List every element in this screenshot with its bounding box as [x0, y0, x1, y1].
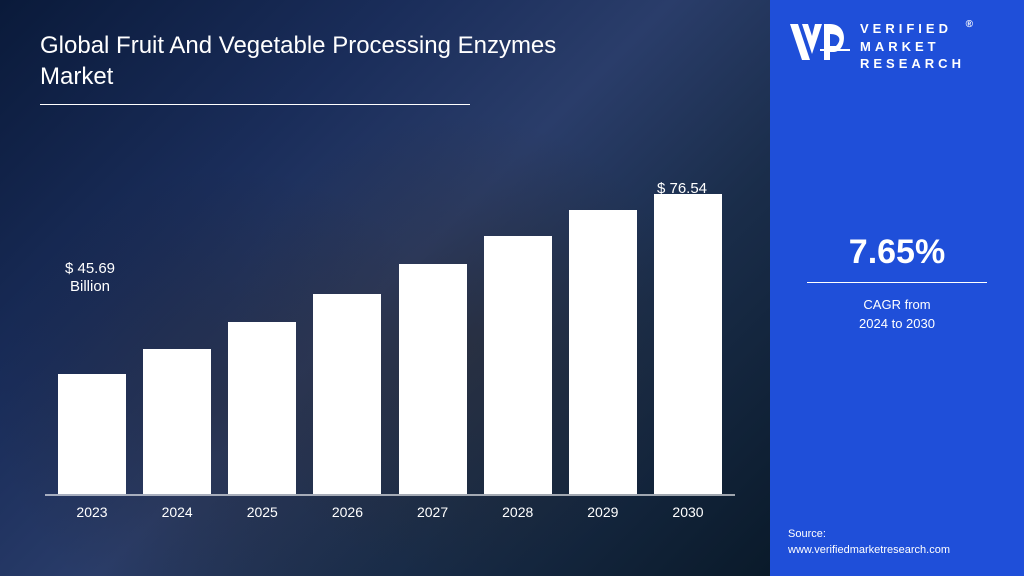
bar-group — [396, 264, 470, 494]
cagr-value: 7.65% — [788, 233, 1006, 272]
value-label-first: $ 45.69 Billion — [45, 260, 135, 296]
source-label: Source: — [788, 527, 950, 542]
registered-mark: ® — [966, 18, 977, 32]
value-label-text: $ 45.69 Billion — [65, 260, 115, 295]
bars-row — [45, 156, 735, 496]
infographic-container: Global Fruit And Vegetable Processing En… — [0, 0, 1024, 576]
brand-line: MARKET — [860, 38, 965, 56]
x-axis-label: 2030 — [651, 504, 725, 520]
bar-chart: $ 45.69 Billion $ 76.54 Billion 2023 2024… — [45, 156, 735, 536]
bar — [569, 210, 637, 494]
bar-group — [651, 194, 725, 494]
page-title: Global Fruit And Vegetable Processing En… — [40, 30, 580, 92]
sidebar-panel: VERIFIED MARKET RESEARCH ® 7.65% CAGR fr… — [770, 0, 1024, 576]
bar — [228, 322, 296, 494]
x-axis-label: 2028 — [481, 504, 555, 520]
bar-group — [566, 210, 640, 494]
value-label-text: $ 76.54 Billion — [657, 180, 707, 215]
cagr-label: CAGR from 2024 to 2030 — [788, 295, 1006, 334]
title-underline — [40, 104, 470, 105]
cagr-underline — [807, 282, 987, 283]
x-axis-labels: 2023 2024 2025 2026 2027 2028 2029 2030 — [45, 496, 735, 520]
brand-line: RESEARCH — [860, 55, 965, 73]
bar — [58, 374, 126, 494]
bar-group — [55, 374, 129, 494]
cagr-label-line: CAGR from — [788, 295, 1006, 315]
x-axis-label: 2024 — [140, 504, 214, 520]
chart-panel: Global Fruit And Vegetable Processing En… — [0, 0, 770, 576]
bar — [143, 349, 211, 494]
bar — [313, 294, 381, 494]
x-axis-label: 2029 — [566, 504, 640, 520]
bar-group — [225, 322, 299, 494]
source-block: Source: www.verifiedmarketresearch.com — [788, 527, 950, 558]
bar-group — [140, 349, 214, 494]
value-label-last: $ 76.54 Billion — [637, 180, 727, 216]
x-axis-label: 2023 — [55, 504, 129, 520]
cagr-block: 7.65% CAGR from 2024 to 2030 — [788, 233, 1006, 334]
bar-group — [310, 294, 384, 494]
brand-line: VERIFIED — [860, 20, 965, 38]
brand-logo: VERIFIED MARKET RESEARCH ® — [788, 20, 1006, 73]
cagr-label-line: 2024 to 2030 — [788, 314, 1006, 334]
x-axis-label: 2025 — [225, 504, 299, 520]
x-axis-label: 2026 — [310, 504, 384, 520]
vmr-logo-icon — [788, 20, 850, 66]
bar-group — [481, 236, 555, 494]
bar — [484, 236, 552, 494]
bar — [654, 194, 722, 494]
x-axis-label: 2027 — [396, 504, 470, 520]
brand-text: VERIFIED MARKET RESEARCH ® — [860, 20, 965, 73]
source-url: www.verifiedmarketresearch.com — [788, 543, 950, 558]
bar — [399, 264, 467, 494]
